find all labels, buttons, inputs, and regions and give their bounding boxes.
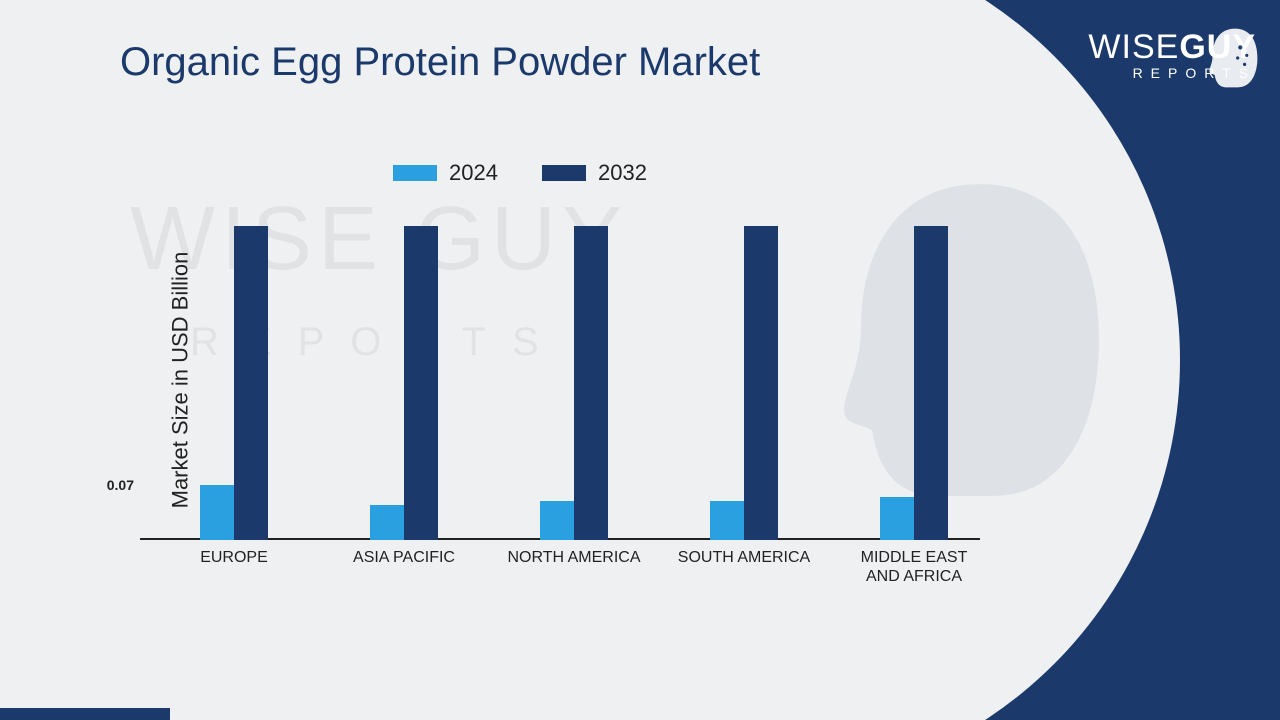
bar-2032 (574, 226, 608, 540)
chart-title: Organic Egg Protein Powder Market (120, 40, 760, 85)
legend-swatch (393, 165, 437, 181)
brand-line2: REPORTS (1088, 65, 1256, 81)
brand-line1: WISEGUY (1088, 28, 1256, 67)
category-label: ASIA PACIFIC (334, 548, 474, 567)
legend: 2024 2032 (60, 160, 980, 187)
legend-item: 2032 (542, 160, 647, 186)
legend-label: 2032 (598, 160, 647, 186)
bar-2032 (744, 226, 778, 540)
bar-2024 (370, 505, 404, 540)
brand-word-1: WISE (1088, 28, 1179, 66)
bar-2032 (404, 226, 438, 540)
category-label: MIDDLE EAST AND AFRICA (844, 548, 984, 586)
bar-2024 (540, 501, 574, 540)
plot-area: 0.07EUROPEASIA PACIFICNORTH AMERICASOUTH… (140, 210, 980, 540)
bar-group: SOUTH AMERICA (710, 226, 778, 540)
y-tick-label: 0.07 (107, 477, 134, 493)
bar-2024 (200, 485, 234, 540)
bar-2024 (880, 497, 914, 540)
bar-group: NORTH AMERICA (540, 226, 608, 540)
bar-group: ASIA PACIFIC (370, 226, 438, 540)
category-label: SOUTH AMERICA (674, 548, 814, 567)
legend-swatch (542, 165, 586, 181)
category-label: EUROPE (164, 548, 304, 567)
legend-item: 2024 (393, 160, 498, 186)
bar-chart: Market Size in USD Billion 20242032 0.07… (60, 150, 980, 610)
brand-panel (965, 0, 1280, 720)
category-label: NORTH AMERICA (504, 548, 644, 567)
bar-2032 (234, 226, 268, 540)
footer-accent (0, 708, 170, 720)
bar-2024 (710, 501, 744, 540)
bar-2032 (914, 226, 948, 540)
brand-word-2: GUY (1179, 28, 1256, 66)
report-canvas: WISEGUY REPORTS Organic Egg Protein Powd… (0, 0, 1280, 720)
bar-group: MIDDLE EAST AND AFRICA (880, 226, 948, 540)
bar-group: EUROPE (200, 226, 268, 540)
brand-logo: WISEGUY REPORTS (1088, 28, 1256, 81)
legend-label: 2024 (449, 160, 498, 186)
